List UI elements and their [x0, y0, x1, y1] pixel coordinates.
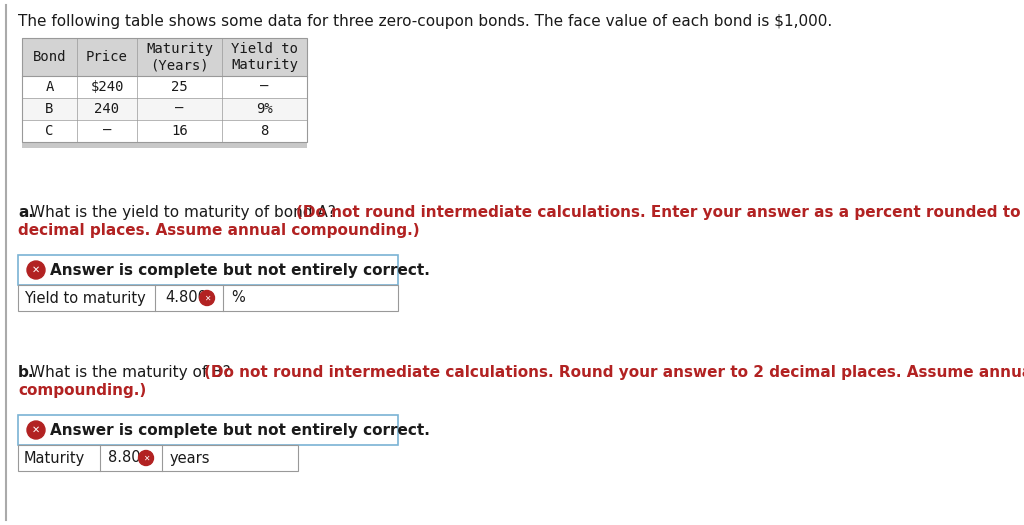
Bar	[18, 255, 398, 285]
Text: ✕: ✕	[204, 293, 210, 302]
Text: The following table shows some data for three zero-coupon bonds. The face value : The following table shows some data for …	[18, 14, 833, 29]
Bar	[22, 120, 307, 142]
Text: (Do not round intermediate calculations. Enter your answer as a percent rounded : (Do not round intermediate calculations.…	[296, 205, 1024, 220]
Text: Yield to
Maturity: Yield to Maturity	[231, 42, 298, 72]
Text: Price: Price	[86, 50, 128, 64]
Bar	[18, 445, 298, 471]
Bar	[18, 285, 398, 311]
Text: 25: 25	[171, 80, 187, 94]
Circle shape	[27, 421, 45, 439]
Text: %: %	[231, 290, 245, 306]
Text: compounding.): compounding.)	[18, 383, 146, 398]
Text: What is the yield to maturity of bond A?: What is the yield to maturity of bond A?	[30, 205, 336, 220]
Text: 8.80: 8.80	[108, 450, 140, 466]
Bar	[18, 415, 398, 445]
Text: 4.800: 4.800	[165, 290, 207, 306]
Circle shape	[27, 261, 45, 279]
Text: A: A	[45, 80, 53, 94]
Text: 8: 8	[260, 124, 268, 138]
Text: C: C	[45, 124, 53, 138]
Text: 16: 16	[171, 124, 187, 138]
Text: –: –	[102, 124, 112, 138]
Text: –: –	[175, 102, 183, 116]
Text: Answer is complete but not entirely correct.: Answer is complete but not entirely corr…	[50, 262, 430, 278]
Text: What is the maturity of B?: What is the maturity of B?	[30, 365, 230, 380]
Bar	[22, 142, 307, 148]
Circle shape	[138, 450, 154, 466]
Text: Yield to maturity: Yield to maturity	[24, 290, 145, 306]
Text: –: –	[260, 80, 268, 94]
Text: b.: b.	[18, 365, 35, 380]
Text: ✕: ✕	[32, 265, 40, 275]
Text: Maturity: Maturity	[24, 450, 85, 466]
Text: Maturity
(Years): Maturity (Years)	[146, 42, 213, 72]
Text: 9%: 9%	[256, 102, 272, 116]
Bar	[22, 38, 307, 142]
Text: ✕: ✕	[142, 454, 150, 463]
Text: $240: $240	[90, 80, 124, 94]
Bar	[22, 98, 307, 120]
Text: years: years	[170, 450, 211, 466]
Text: ✕: ✕	[32, 425, 40, 435]
Text: Bond: Bond	[33, 50, 67, 64]
Text: a.: a.	[18, 205, 34, 220]
Text: B: B	[45, 102, 53, 116]
Bar	[22, 76, 307, 98]
Text: 240: 240	[94, 102, 120, 116]
Text: (Do not round intermediate calculations. Round your answer to 2 decimal places. : (Do not round intermediate calculations.…	[204, 365, 1024, 380]
Text: decimal places. Assume annual compounding.): decimal places. Assume annual compoundin…	[18, 223, 420, 238]
Text: Answer is complete but not entirely correct.: Answer is complete but not entirely corr…	[50, 423, 430, 437]
Circle shape	[200, 290, 214, 306]
Bar	[22, 38, 307, 76]
